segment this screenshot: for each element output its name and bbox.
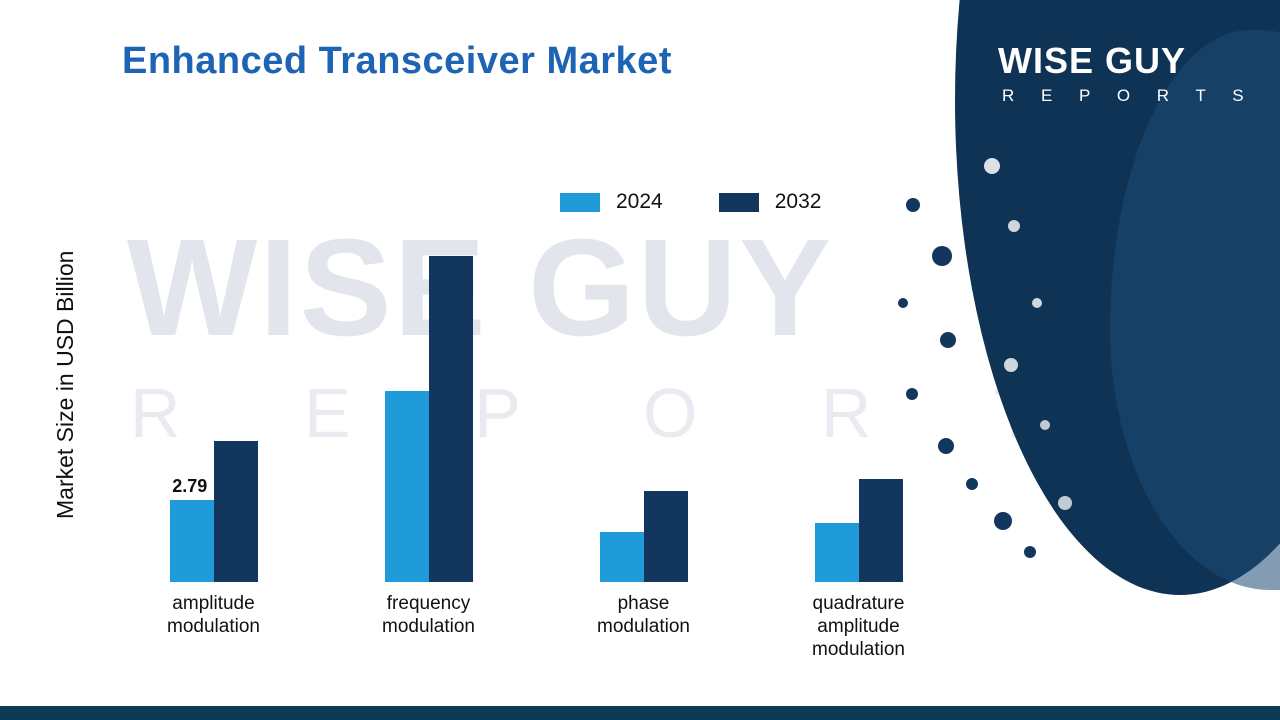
bar-group: 2.79 amplitude modulation [106, 230, 321, 637]
decor-dot [1004, 358, 1018, 372]
decor-dot [994, 512, 1012, 530]
watermark-line1: WISE GUY [126, 211, 834, 365]
legend-item-2024: 2024 [560, 190, 663, 214]
decor-dot [1040, 420, 1050, 430]
bar-2024 [384, 391, 429, 582]
decor-dot [1032, 298, 1042, 308]
y-axis-label: Market Size in USD Billion [52, 250, 78, 520]
legend-label: 2024 [616, 190, 663, 213]
bar-group: frequency modulation [321, 230, 536, 637]
category-label: phase modulation [597, 593, 690, 638]
decor-dot [1008, 220, 1020, 232]
bar-2024 [599, 532, 644, 582]
bar-2024 [814, 523, 859, 582]
category-label: frequency modulation [382, 593, 475, 638]
decor-dot [1058, 496, 1072, 510]
bar-group: phase modulation [536, 230, 751, 637]
bar-2032 [643, 491, 688, 582]
bar-2032 [213, 441, 258, 582]
decor-dot [898, 298, 908, 308]
bar-2032 [858, 479, 903, 582]
decor-dot [940, 332, 956, 348]
legend-item-2032: 2032 [718, 190, 822, 214]
bar-value-label: 2.79 [172, 476, 208, 496]
page-title: Enhanced Transceiver Market [122, 40, 672, 82]
decor-dot [938, 438, 954, 454]
decor-dot [906, 388, 918, 400]
decor-dot [906, 198, 920, 212]
decor-dot [984, 158, 1000, 174]
logo-wordmark: WISE GUY [998, 40, 1187, 81]
decor-dot [1024, 546, 1036, 558]
decor-dot [932, 246, 952, 266]
legend: 2024 2032 [560, 190, 821, 214]
bar-group: quadrature amplitude modulation [751, 230, 966, 660]
bar-2032 [428, 256, 473, 582]
category-label: amplitude modulation [167, 593, 260, 638]
bar-chart: 2.79 amplitude modulation frequency modula… [106, 230, 966, 660]
bottom-bar [0, 706, 1280, 720]
bar-2024: 2.79 [169, 476, 214, 582]
decor-dot [966, 478, 978, 490]
logo-subtitle: R E P O R T S [1002, 86, 1255, 105]
legend-swatch [718, 192, 759, 212]
legend-swatch [560, 192, 600, 212]
category-label: quadrature amplitude modulation [812, 593, 905, 661]
legend-label: 2032 [774, 190, 822, 213]
